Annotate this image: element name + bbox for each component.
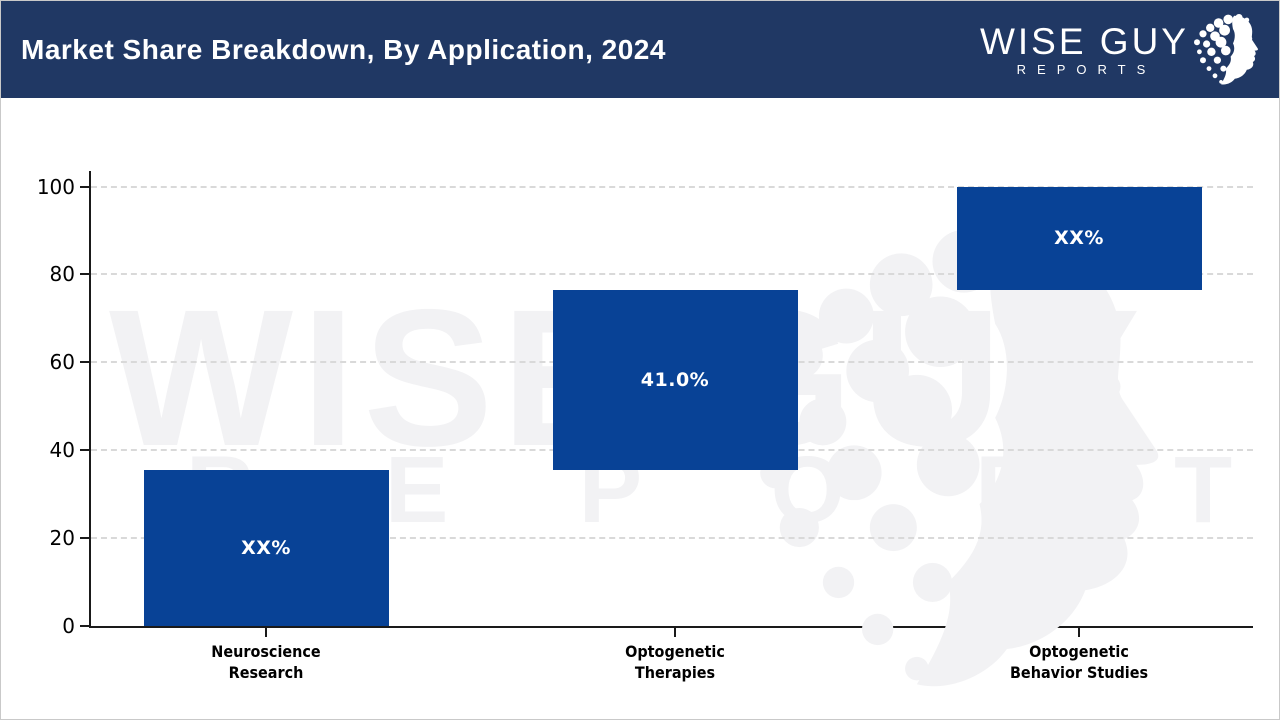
brand-face-icon — [1194, 13, 1258, 85]
gridline — [91, 185, 1253, 188]
y-tick-label: 20 — [49, 526, 75, 551]
chart-title: Market Share Breakdown, By Application, … — [21, 33, 666, 65]
y-tick-label: 60 — [49, 350, 75, 375]
bar-segment: 41.0% — [552, 289, 798, 471]
y-tick-label: 80 — [49, 262, 75, 287]
plot-area: WISE GUY R E P O R T S 020406080100XX%Ne… — [37, 171, 1279, 687]
gridline — [91, 537, 1253, 540]
x-tick-label: Neuroscience Research — [211, 642, 321, 682]
y-tick-mark — [80, 185, 89, 188]
gridline — [91, 273, 1253, 276]
x-tick-label: Optogenetic Therapies — [625, 642, 725, 682]
bar-segment: XX% — [956, 186, 1202, 290]
brand-subtitle: REPORTS — [1016, 61, 1157, 77]
header-bar: Market Share Breakdown, By Application, … — [1, 1, 1279, 98]
y-tick-mark — [80, 361, 89, 364]
bar-segment: XX% — [143, 470, 389, 626]
y-tick-mark — [80, 273, 89, 276]
x-tick-mark — [265, 628, 267, 637]
brand-logo-text: WISE GUY REPORTS — [980, 23, 1189, 77]
bar-value-label: XX% — [241, 537, 291, 559]
bar-value-label: XX% — [1054, 227, 1104, 250]
y-tick-label: 100 — [36, 174, 75, 199]
y-tick-mark — [80, 449, 89, 452]
y-tick-label: 0 — [62, 614, 75, 638]
y-tick-mark — [80, 625, 89, 627]
x-tick-mark — [674, 628, 676, 637]
y-tick-label: 40 — [49, 438, 75, 463]
brand-name: WISE GUY — [979, 20, 1189, 62]
x-tick-mark — [1078, 628, 1080, 637]
brand-logo: WISE GUY REPORTS — [980, 9, 1263, 90]
bar-value-label: 41.0% — [640, 368, 710, 391]
x-tick-label: Optogenetic Behavior Studies — [1009, 642, 1149, 682]
y-tick-mark — [80, 537, 89, 540]
